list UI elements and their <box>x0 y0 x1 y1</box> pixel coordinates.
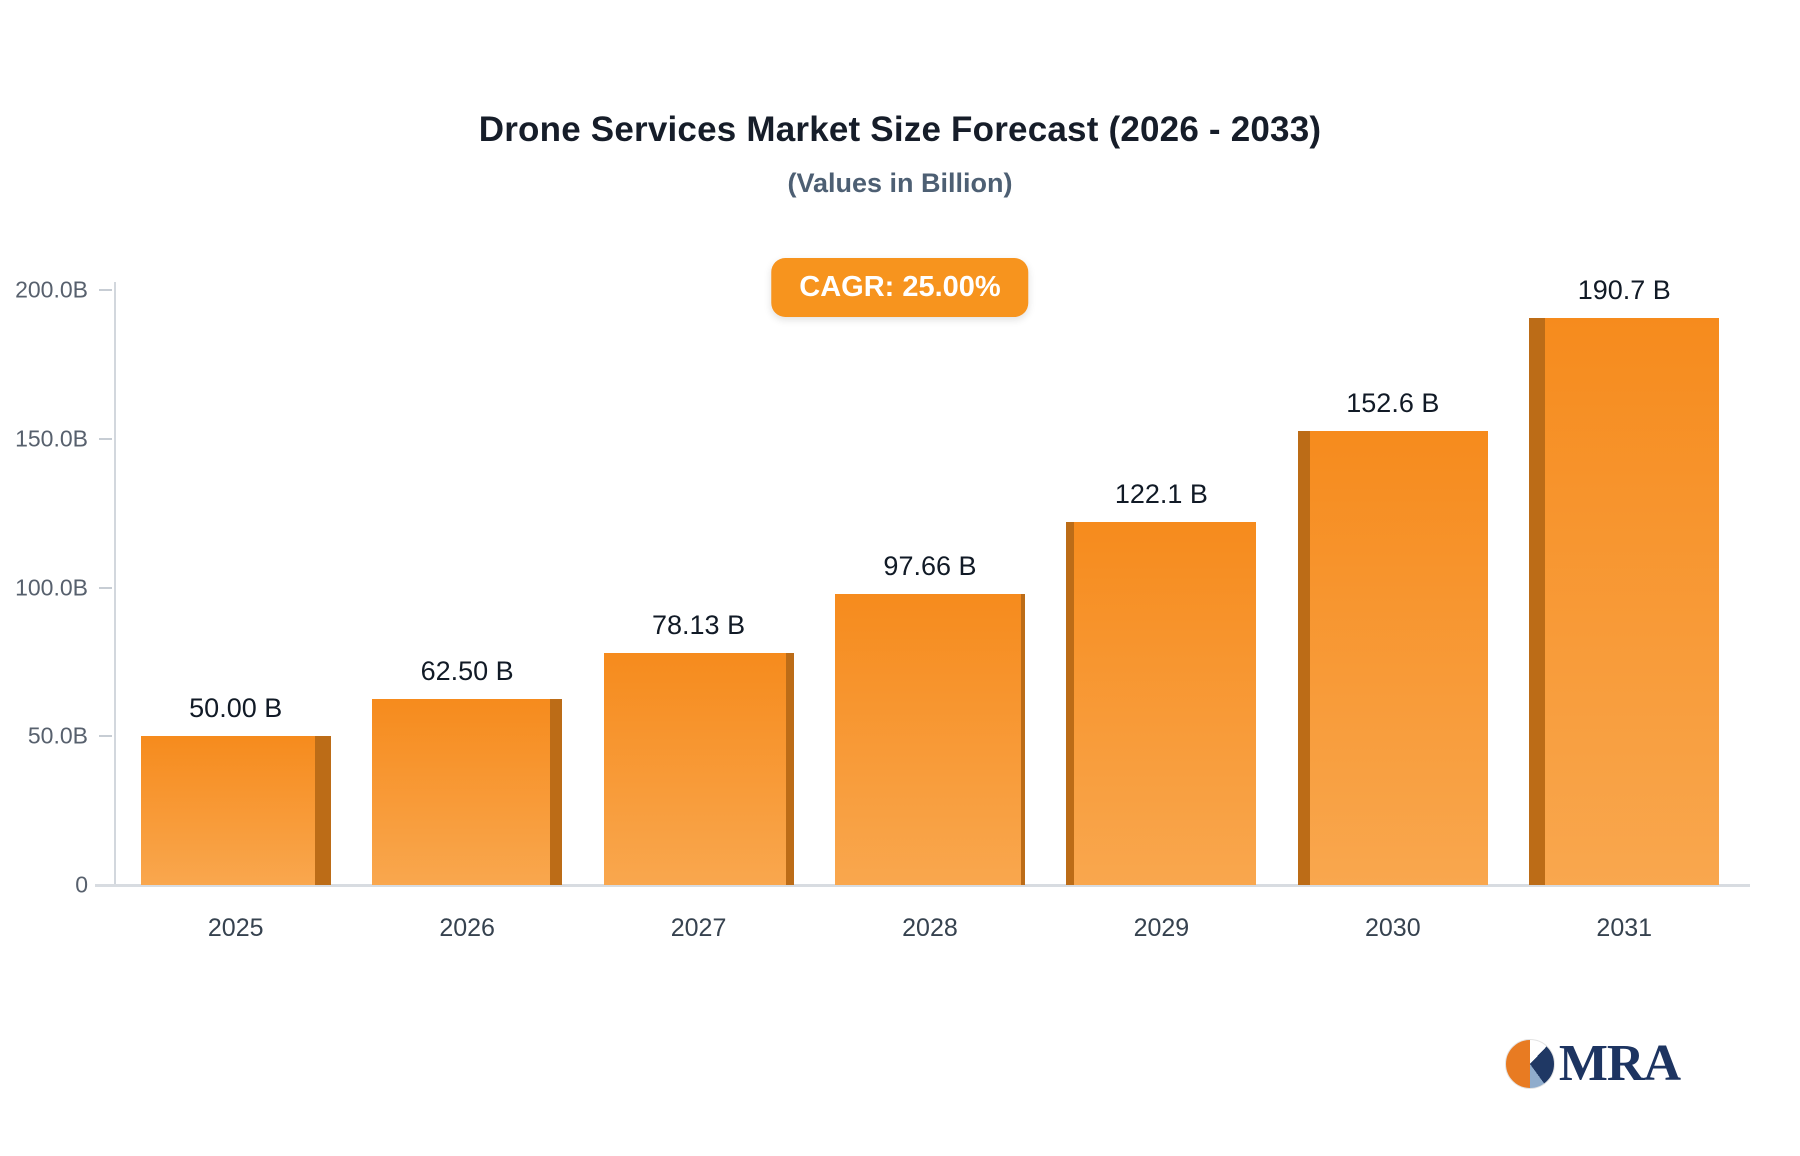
bar-side-shadow <box>785 652 794 885</box>
bar-slot: 62.50 B 2026 <box>351 290 582 942</box>
y-tick-mark <box>99 289 112 291</box>
bar-face <box>1309 431 1488 885</box>
bar-2029: 122.1 B 2029 <box>1066 479 1257 942</box>
x-axis-label: 2029 <box>1133 914 1190 942</box>
bar-face <box>1074 521 1257 885</box>
bar-slot: 152.6 B 2030 <box>1277 290 1508 942</box>
bar-face <box>834 594 1021 885</box>
bar-value-label: 62.50 B <box>420 656 514 687</box>
bar-value-label: 122.1 B <box>1114 478 1208 509</box>
y-tick-label: 150.0B <box>15 425 88 452</box>
pie-chart-icon <box>1504 1039 1555 1089</box>
brand-logo: MRA <box>1504 1035 1681 1092</box>
bar-slot: 190.7 B 2031 <box>1509 275 1740 942</box>
y-tick-label: 0 <box>75 871 88 898</box>
bars-area: 50.00 B 2025 62.50 B 2026 78.13 B 2027 97.66 B… <box>120 275 1740 942</box>
bar-face <box>1545 317 1720 885</box>
bar-side-shadow <box>1066 521 1075 885</box>
bar-slot: 50.00 B 2025 <box>120 290 351 942</box>
bar-side-shadow <box>314 736 331 885</box>
bar-2026: 62.50 B 2026 <box>372 656 563 942</box>
y-axis: 200.0B 150.0B 100.0B 50.0B 0 <box>0 277 112 898</box>
y-tick-mark <box>99 586 112 589</box>
bar-slot: 78.13 B 2027 <box>583 290 814 942</box>
bar-value-label: 50.00 B <box>189 693 283 724</box>
x-axis-label: 2027 <box>670 914 727 942</box>
bar-face <box>140 736 315 885</box>
cagr-badge: CAGR: 25.00% <box>771 258 1029 317</box>
bar-value-label: 78.13 B <box>652 609 746 640</box>
chart-title: Drone Services Market Size Forecast (202… <box>478 110 1322 149</box>
bar-2027: 78.13 B 2027 <box>603 610 794 942</box>
bar-value-label: 97.66 B <box>883 551 977 582</box>
bar-2028: 97.66 B 2028 <box>834 551 1025 942</box>
x-axis-label: 2031 <box>1596 914 1653 942</box>
bar-face <box>372 699 551 885</box>
x-axis-baseline <box>95 884 1750 887</box>
bar-value-label: 190.7 B <box>1577 274 1671 305</box>
bar-side-shadow <box>1529 317 1546 885</box>
x-axis-label: 2026 <box>439 914 495 942</box>
bar-side-shadow <box>1297 431 1310 885</box>
bar-value-label: 152.6 B <box>1346 388 1440 419</box>
y-tick-label: 50.0B <box>27 722 88 749</box>
y-axis-line <box>114 282 116 887</box>
bar-side-shadow <box>1020 594 1025 885</box>
y-tick-mark <box>99 437 112 440</box>
bar-side-shadow <box>550 699 563 885</box>
bar-2031: 190.7 B 2031 <box>1529 275 1720 942</box>
y-tick-label: 200.0B <box>15 276 88 303</box>
bar-slot: 97.66 B 2028 <box>814 290 1045 942</box>
bar-slot: 122.1 B 2029 <box>1046 290 1277 942</box>
y-tick-label: 100.0B <box>15 574 88 600</box>
x-axis-label: 2030 <box>1365 914 1421 942</box>
y-tick-mark <box>99 735 112 738</box>
bar-2030: 152.6 B 2030 <box>1297 388 1488 942</box>
bar-2025: 50.00 B 2025 <box>140 693 331 942</box>
x-axis-label: 2028 <box>902 914 958 942</box>
logo-text: MRA <box>1558 1035 1681 1092</box>
chart-subtitle: (Values in Billion) <box>787 168 1013 198</box>
bar-face <box>603 652 786 885</box>
x-axis-label: 2025 <box>207 914 264 942</box>
